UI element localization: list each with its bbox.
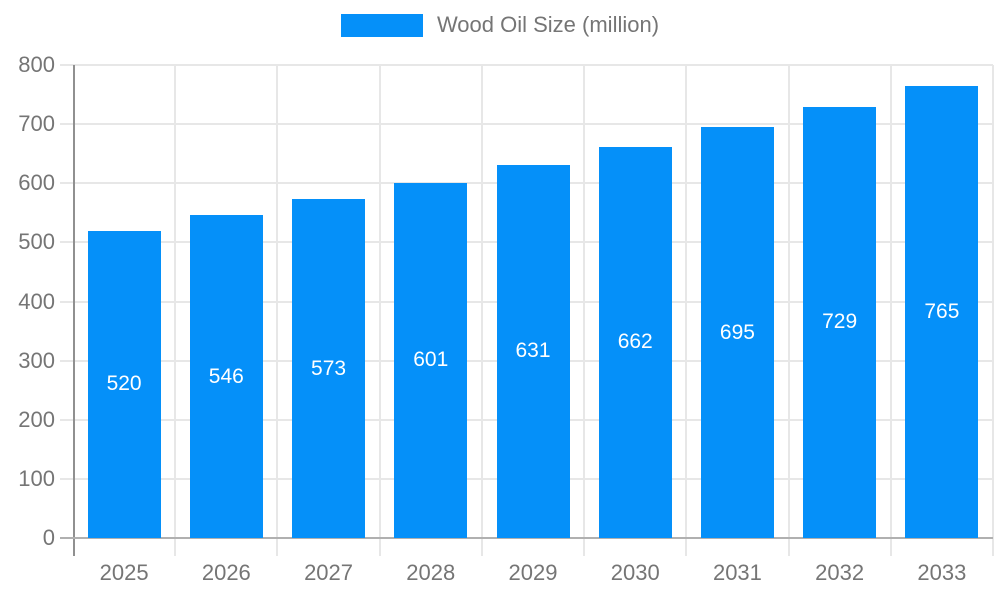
legend: Wood Oil Size (million)	[0, 12, 1000, 38]
x-axis-tick-label: 2026	[201, 560, 251, 585]
bar-2030[interactable]: 662	[598, 146, 672, 538]
gridline-vertical	[174, 65, 177, 556]
y-axis-tick-label: 200	[18, 406, 55, 432]
gridline-vertical	[583, 65, 586, 556]
bar-2029[interactable]: 631	[496, 164, 570, 538]
gridline-vertical	[480, 65, 483, 556]
x-axis-tick-label: 2033	[917, 560, 967, 585]
legend-label: Wood Oil Size (million)	[436, 12, 660, 37]
bar-value-label: 765	[924, 299, 960, 323]
x-axis-tick-label: 2031	[712, 560, 762, 585]
x-axis-tick-label: 2032	[815, 560, 865, 585]
y-axis-tick-label: 300	[18, 347, 55, 373]
bar-value-label: 520	[106, 372, 142, 396]
bar-2026[interactable]: 546	[189, 215, 263, 538]
gridline-horizontal	[60, 123, 993, 126]
y-axis-tick-label: 700	[18, 111, 55, 137]
y-axis-line	[73, 65, 75, 556]
x-axis-tick-label: 2028	[406, 560, 456, 585]
y-axis-tick-label: 400	[18, 288, 55, 314]
gridline-vertical	[276, 65, 279, 556]
gridline-vertical	[685, 65, 688, 556]
bar-value-label: 695	[719, 320, 755, 344]
bar-value-label: 546	[208, 364, 244, 388]
bar-value-label: 729	[822, 310, 858, 334]
bar-2027[interactable]: 573	[292, 199, 366, 538]
bar-value-label: 662	[617, 330, 653, 354]
y-axis-tick-label: 800	[18, 52, 55, 77]
gridline-vertical	[889, 65, 892, 556]
x-axis-tick-label: 2029	[508, 560, 558, 585]
bar-2032[interactable]: 729	[803, 106, 877, 538]
gridline-horizontal	[60, 64, 993, 66]
bar-2033[interactable]: 765	[905, 85, 979, 538]
x-axis-tick-label: 2027	[304, 560, 354, 585]
y-axis-tick-label: 0	[42, 525, 55, 550]
x-axis-tick-label: 2030	[610, 560, 660, 585]
bar-2025[interactable]: 520	[87, 230, 161, 538]
x-axis-tick-label: 2025	[99, 560, 149, 585]
plot-area: 0 100 200 300 400 500 600 700 800 520 2025 546 2026 5…	[18, 52, 994, 585]
y-axis-tick-label: 500	[18, 229, 55, 255]
bar-2031[interactable]: 695	[700, 127, 774, 538]
bar-value-label: 601	[413, 348, 449, 372]
gridline-vertical	[787, 65, 790, 556]
bar-value-label: 631	[515, 339, 551, 363]
legend-swatch	[340, 13, 423, 37]
y-axis-tick-label: 600	[18, 170, 55, 196]
x-axis-line	[60, 537, 993, 539]
bar-2028[interactable]: 601	[394, 182, 468, 538]
y-axis-tick-label: 100	[18, 465, 55, 491]
gridline-vertical	[378, 65, 381, 556]
bar-value-label: 573	[311, 356, 347, 380]
gridline-vertical	[992, 65, 994, 556]
